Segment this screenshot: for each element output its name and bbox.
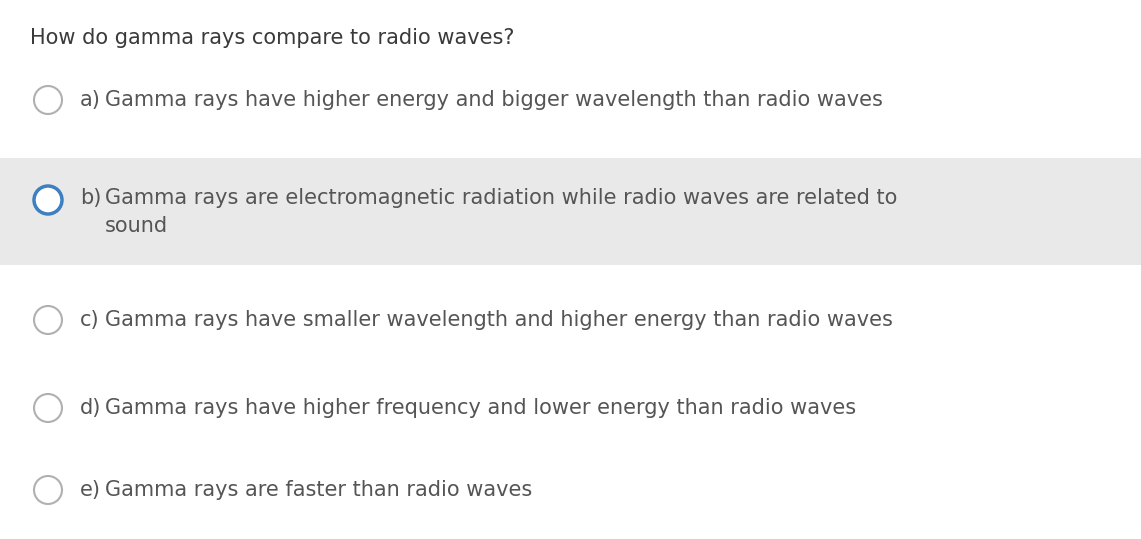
Text: sound: sound	[105, 216, 168, 236]
Text: Gamma rays are faster than radio waves: Gamma rays are faster than radio waves	[105, 480, 532, 500]
Text: b): b)	[80, 188, 102, 208]
Ellipse shape	[34, 86, 62, 114]
Ellipse shape	[34, 394, 62, 422]
Text: a): a)	[80, 90, 100, 110]
Text: Gamma rays have higher frequency and lower energy than radio waves: Gamma rays have higher frequency and low…	[105, 398, 856, 418]
Ellipse shape	[34, 306, 62, 334]
Text: How do gamma rays compare to radio waves?: How do gamma rays compare to radio waves…	[30, 28, 515, 48]
Text: e): e)	[80, 480, 102, 500]
Text: Gamma rays have higher energy and bigger wavelength than radio waves: Gamma rays have higher energy and bigger…	[105, 90, 883, 110]
Text: c): c)	[80, 310, 99, 330]
Text: Gamma rays have smaller wavelength and higher energy than radio waves: Gamma rays have smaller wavelength and h…	[105, 310, 893, 330]
Text: Gamma rays are electromagnetic radiation while radio waves are related to: Gamma rays are electromagnetic radiation…	[105, 188, 897, 208]
Text: d): d)	[80, 398, 102, 418]
Ellipse shape	[34, 186, 62, 214]
Bar	[0, 158, 1141, 265]
Ellipse shape	[34, 476, 62, 504]
